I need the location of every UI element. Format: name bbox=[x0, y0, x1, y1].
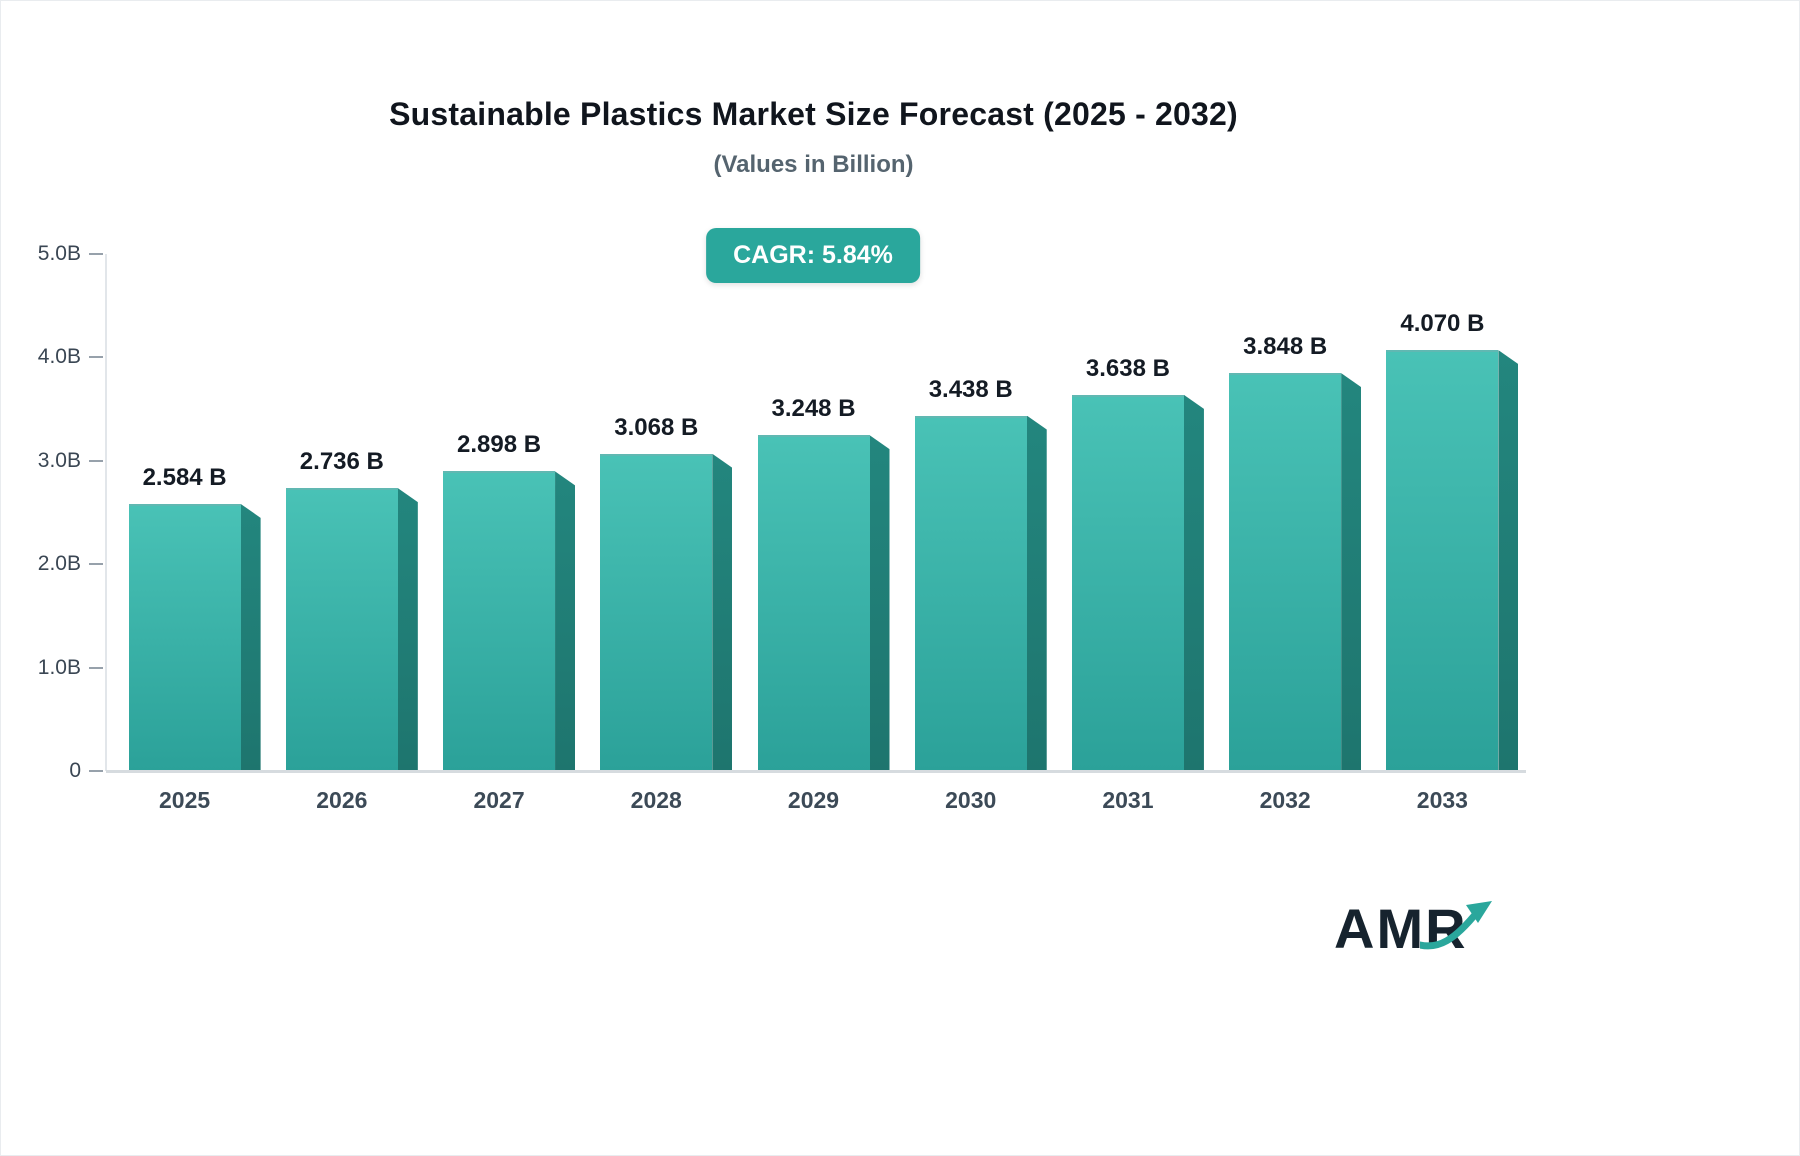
y-axis-line bbox=[105, 254, 107, 771]
bar-2032 bbox=[1229, 373, 1342, 771]
bar-value-label-2032: 3.848 B bbox=[1243, 333, 1328, 361]
x-axis-label-2028: 2028 bbox=[630, 787, 682, 813]
bar-value-label-2026: 2.736 B bbox=[299, 448, 384, 476]
y-axis-tick-mark bbox=[89, 459, 103, 462]
x-axis-label-2031: 2031 bbox=[1102, 787, 1154, 813]
plot-area: 2.584 B 2.736 B 2.898 B 3.068 B 3.248 B 3.438… bbox=[106, 254, 1521, 771]
x-axis-line bbox=[106, 770, 1526, 773]
y-axis-tick-label: 1.0B bbox=[37, 655, 81, 679]
y-axis-tick-mark bbox=[89, 563, 103, 566]
bar-2025 bbox=[128, 503, 241, 771]
amr-logo: AMR bbox=[1334, 897, 1504, 969]
logo-arrow-icon bbox=[1420, 901, 1492, 950]
y-axis-tick-mark bbox=[89, 666, 103, 669]
cagr-badge-label: CAGR: 5.84% bbox=[733, 241, 893, 269]
bar-2033 bbox=[1386, 350, 1499, 771]
bar-side-face-2027 bbox=[555, 471, 576, 771]
bar-value-label-2025: 2.584 B bbox=[142, 463, 227, 491]
bar-value-label-2030: 3.438 B bbox=[928, 375, 1013, 403]
y-axis-tick-label: 2.0B bbox=[37, 552, 81, 576]
chart-subtitle: (Values in Billion) bbox=[713, 151, 914, 178]
x-axis-label-2032: 2032 bbox=[1259, 787, 1311, 813]
bar-value-label-2033: 4.070 B bbox=[1400, 310, 1485, 338]
bar-side-face-2025 bbox=[240, 503, 261, 771]
bar-side-face-2031 bbox=[1183, 394, 1204, 771]
cagr-badge: CAGR: 5.84% bbox=[706, 228, 920, 283]
y-axis-tick-label: 0 bbox=[69, 759, 81, 782]
x-axis-label-2025: 2025 bbox=[159, 787, 211, 813]
x-axis-label-2026: 2026 bbox=[316, 787, 368, 813]
bar-value-label-2029: 3.248 B bbox=[771, 395, 856, 423]
x-axis-label-2029: 2029 bbox=[787, 787, 840, 813]
bar-2030 bbox=[914, 415, 1027, 771]
bar-side-face-2032 bbox=[1341, 373, 1362, 771]
y-axis-tick-label: 4.0B bbox=[37, 345, 81, 369]
bar-side-face-2030 bbox=[1026, 415, 1047, 771]
bar-2026 bbox=[285, 488, 398, 771]
y-axis-tick-label: 3.0B bbox=[37, 448, 81, 472]
bar-2028 bbox=[600, 453, 713, 771]
x-axis-label-2033: 2033 bbox=[1416, 787, 1468, 813]
x-axis-label-2030: 2030 bbox=[945, 787, 997, 813]
bar-side-face-2028 bbox=[712, 453, 733, 771]
bar-value-label-2027: 2.898 B bbox=[457, 431, 542, 459]
bar-side-face-2029 bbox=[869, 435, 890, 771]
bar-side-face-2026 bbox=[397, 488, 418, 771]
y-axis-tick-mark bbox=[89, 356, 103, 359]
bar-side-face-2033 bbox=[1498, 350, 1519, 771]
bar-value-label-2028: 3.068 B bbox=[614, 413, 699, 441]
bar-2029 bbox=[757, 435, 870, 771]
y-axis-tick-mark bbox=[89, 770, 103, 772]
y-axis-tick-mark bbox=[89, 253, 103, 255]
bar-2031 bbox=[1071, 394, 1184, 771]
y-axis-tick-label: 5.0B bbox=[37, 242, 81, 265]
x-axis-label-2027: 2027 bbox=[473, 787, 525, 813]
amr-logo-text: AMR bbox=[1334, 897, 1468, 960]
chart-title: Sustainable Plastics Market Size Forecas… bbox=[389, 96, 1238, 132]
bar-2027 bbox=[443, 471, 556, 771]
bar-value-label-2031: 3.638 B bbox=[1085, 354, 1170, 382]
